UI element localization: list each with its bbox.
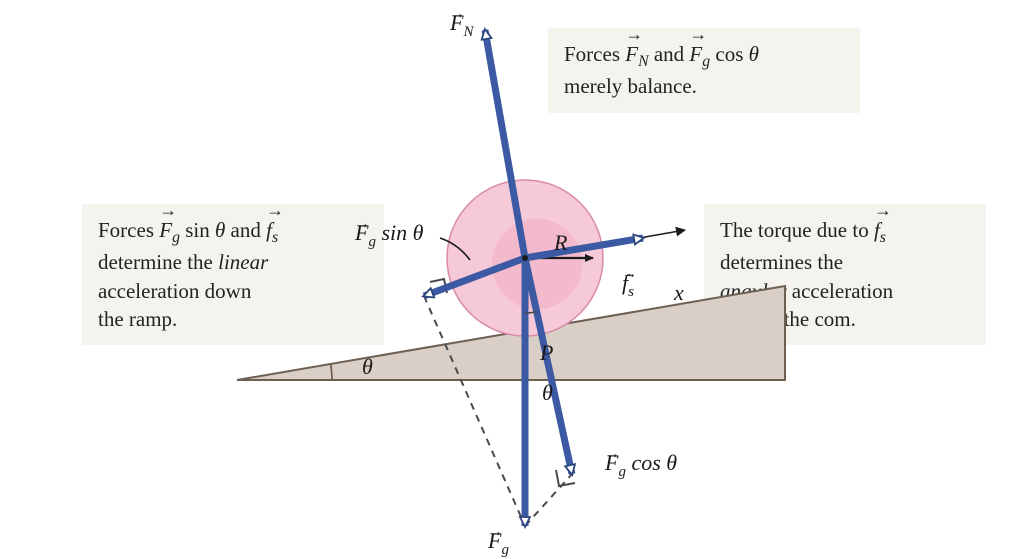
svg-text:x: x (673, 280, 684, 305)
physics-diagram: →FN →Fg sin θ R →fs x Pθ θ →Fg cos θ →Fg (0, 0, 1024, 559)
svg-text:θ: θ (542, 380, 553, 405)
svg-text:→FN: →FN (449, 6, 474, 40)
svg-text:→Fg: →Fg (487, 524, 509, 558)
construction-dashed-to-ramp (525, 474, 572, 526)
center-of-mass-dot (522, 255, 528, 261)
svg-text:→fs: →fs (622, 266, 637, 300)
svg-text:R: R (553, 230, 568, 255)
svg-text:P: P (539, 340, 553, 365)
svg-text:→Fg cos θ: →Fg cos θ (604, 446, 677, 480)
svg-text:θ: θ (362, 354, 373, 379)
svg-text:→Fg sin θ: →Fg sin θ (354, 216, 424, 250)
